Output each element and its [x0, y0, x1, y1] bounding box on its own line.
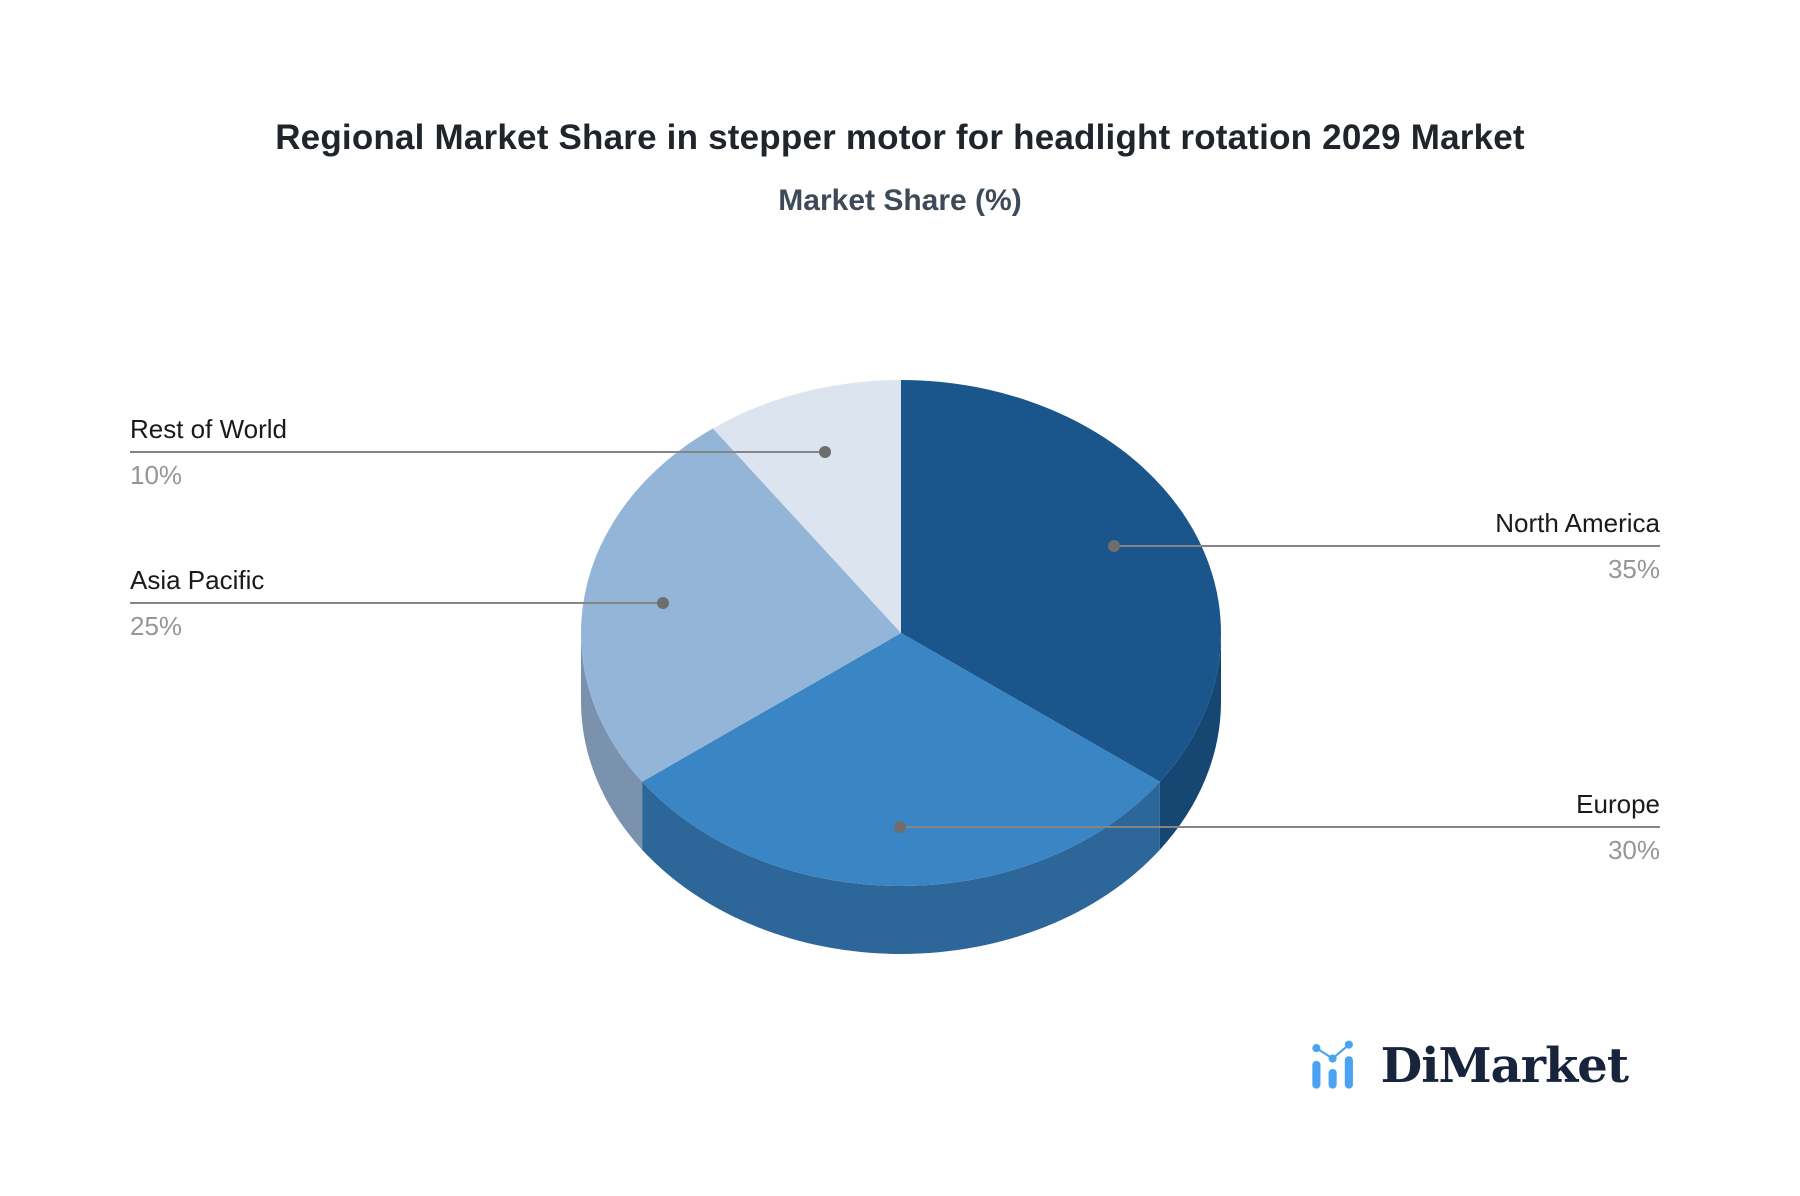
- pie-side-asia-pacific: [581, 633, 643, 850]
- slice-percent-north-america: 35%: [1607, 554, 1660, 584]
- slice-label-asia-pacific: Asia Pacific: [130, 565, 265, 595]
- slice-percent-rest-of-world: 10%: [130, 460, 183, 490]
- slice-percent-europe: 30%: [1607, 835, 1660, 865]
- callout-dot-asia-pacific: [657, 597, 669, 609]
- pie-side-north-america: [1159, 633, 1221, 850]
- slice-label-north-america: North America: [1495, 508, 1660, 538]
- pie-slice-asia-pacific: [581, 428, 901, 782]
- slice-percent-asia-pacific: 25%: [130, 611, 183, 641]
- chart-subtitle: Market Share (%): [778, 184, 1022, 217]
- callout-dot-rest-of-world: [819, 446, 831, 458]
- logo-text: DiMarket: [1380, 1037, 1629, 1094]
- slice-label-europe: Europe: [1576, 789, 1660, 819]
- bar-line-chart-icon: [1311, 1040, 1353, 1089]
- pie-slice-north-america: [901, 380, 1221, 782]
- callout-dot-europe: [894, 821, 906, 833]
- pie-slice-rest-of-world: [712, 380, 901, 633]
- slice-label-rest-of-world: Rest of World: [130, 414, 288, 444]
- pie-slice-europe: [642, 633, 1160, 886]
- pie-side-europe: [642, 781, 1160, 954]
- dimarket-logo: DiMarket: [1310, 1037, 1629, 1094]
- callout-dot-north-america: [1108, 540, 1120, 552]
- chart-title: Regional Market Share in stepper motor f…: [275, 118, 1525, 157]
